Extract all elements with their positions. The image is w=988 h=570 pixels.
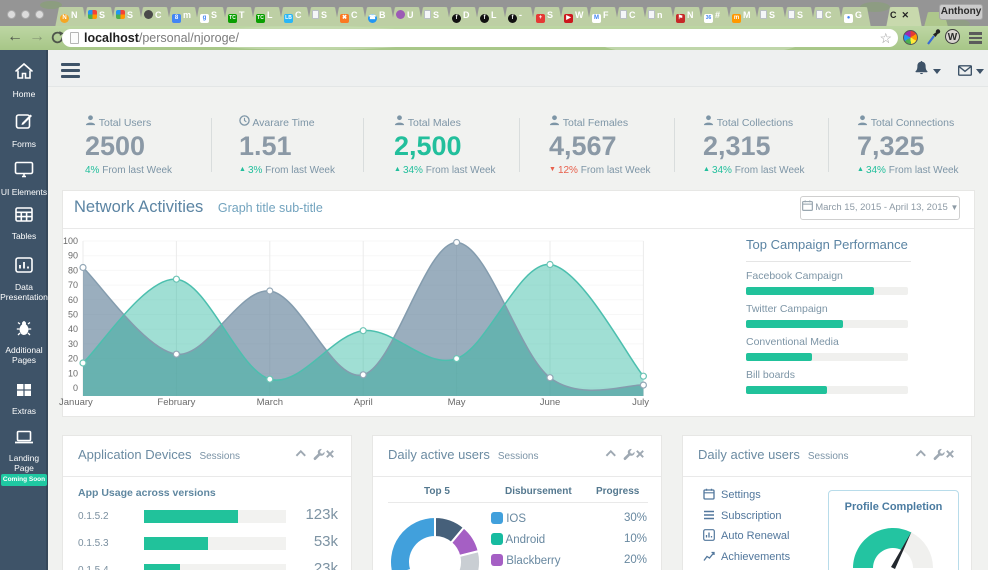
svg-text:30: 30 [68, 339, 78, 349]
svg-text:April: April [354, 397, 373, 408]
svg-text:90: 90 [68, 251, 78, 261]
svg-text:80: 80 [68, 265, 78, 275]
svg-text:20: 20 [68, 354, 78, 364]
svg-text:100: 100 [63, 236, 78, 246]
svg-text:70: 70 [68, 280, 78, 290]
svg-text:June: June [540, 397, 561, 408]
svg-text:10: 10 [68, 368, 78, 378]
svg-text:May: May [448, 397, 466, 408]
svg-text:January: January [59, 397, 93, 408]
svg-text:July: July [632, 397, 649, 408]
svg-text:0: 0 [73, 383, 78, 393]
svg-text:March: March [257, 397, 283, 408]
svg-text:60: 60 [68, 295, 78, 305]
svg-text:40: 40 [68, 324, 78, 334]
svg-text:February: February [157, 397, 195, 408]
svg-text:50: 50 [68, 310, 78, 320]
